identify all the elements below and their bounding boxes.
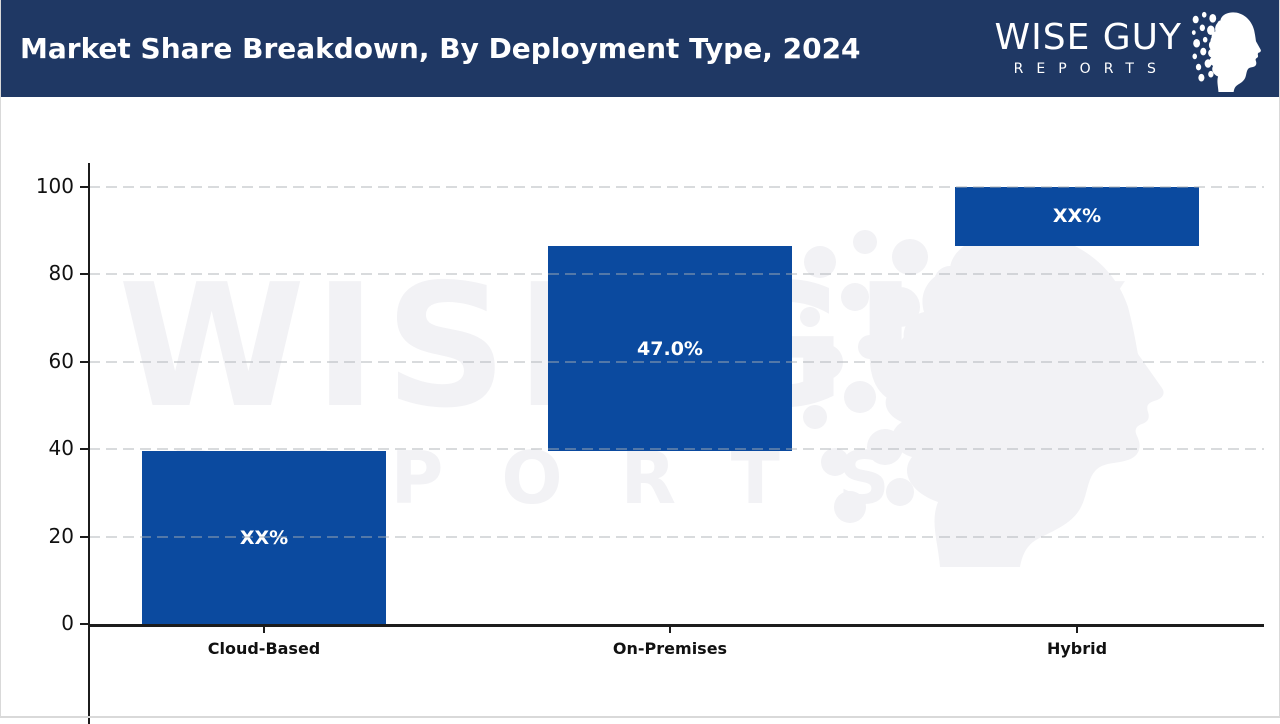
- x-tick-hybrid: [1076, 627, 1078, 633]
- bar-value-label-hybrid: XX%: [1052, 205, 1102, 228]
- wiseguy-logo: WISE GUY REPORTS: [995, 6, 1268, 92]
- y-tick-label-80: 80: [48, 261, 74, 286]
- y-tick-label-20: 20: [48, 523, 74, 548]
- wiseguy-logo-name: WISE GUY: [994, 17, 1182, 58]
- gridline-80: [89, 273, 1264, 276]
- x-category-label-hybrid: Hybrid: [1046, 639, 1108, 658]
- gridline-100: [89, 185, 1264, 188]
- wiseguy-logo-subtitle: REPORTS: [1013, 61, 1169, 77]
- header-bar: Market Share Breakdown, By Deployment Ty…: [0, 0, 1280, 97]
- x-axis-spine: [88, 624, 1264, 627]
- y-tick-80: [80, 273, 88, 276]
- x-tick-cloud-based: [263, 627, 265, 633]
- y-tick-0: [80, 623, 88, 625]
- bar-value-label-on-premises: 47.0%: [637, 337, 703, 360]
- x-tick-on-premises: [669, 627, 671, 633]
- y-axis-spine: [88, 163, 90, 724]
- y-tick-label-100: 100: [35, 173, 74, 198]
- y-tick-60: [80, 360, 88, 363]
- wiseguy-head-icon: [1191, 11, 1261, 92]
- gridline-40: [89, 448, 1264, 451]
- wiseguy-logo-text: WISE GUY REPORTS: [994, 17, 1183, 78]
- y-tick-label-60: 60: [48, 348, 74, 373]
- plot-area: 0 20 40 60 80 100 XX% 47.0% XX% Cloud-Based On-Pre…: [0, 97, 1280, 724]
- x-category-label-cloud-based: Cloud-Based: [207, 639, 321, 658]
- y-tick-40: [80, 448, 88, 451]
- gridline-20: [89, 535, 1264, 538]
- y-tick-label-0: 0: [61, 611, 74, 635]
- bar-on-premises: 47.0%: [548, 245, 792, 452]
- y-tick-100: [80, 185, 88, 188]
- bar-value-label-cloud-based: XX%: [239, 526, 289, 549]
- gridline-60: [89, 360, 1264, 363]
- y-tick-label-40: 40: [48, 436, 74, 461]
- bar-hybrid: XX%: [955, 186, 1199, 246]
- chart-title: Market Share Breakdown, By Deployment Ty…: [20, 32, 861, 65]
- bar-cloud-based: XX%: [142, 451, 386, 624]
- x-category-label-on-premises: On-Premises: [612, 639, 728, 658]
- y-tick-20: [80, 535, 88, 538]
